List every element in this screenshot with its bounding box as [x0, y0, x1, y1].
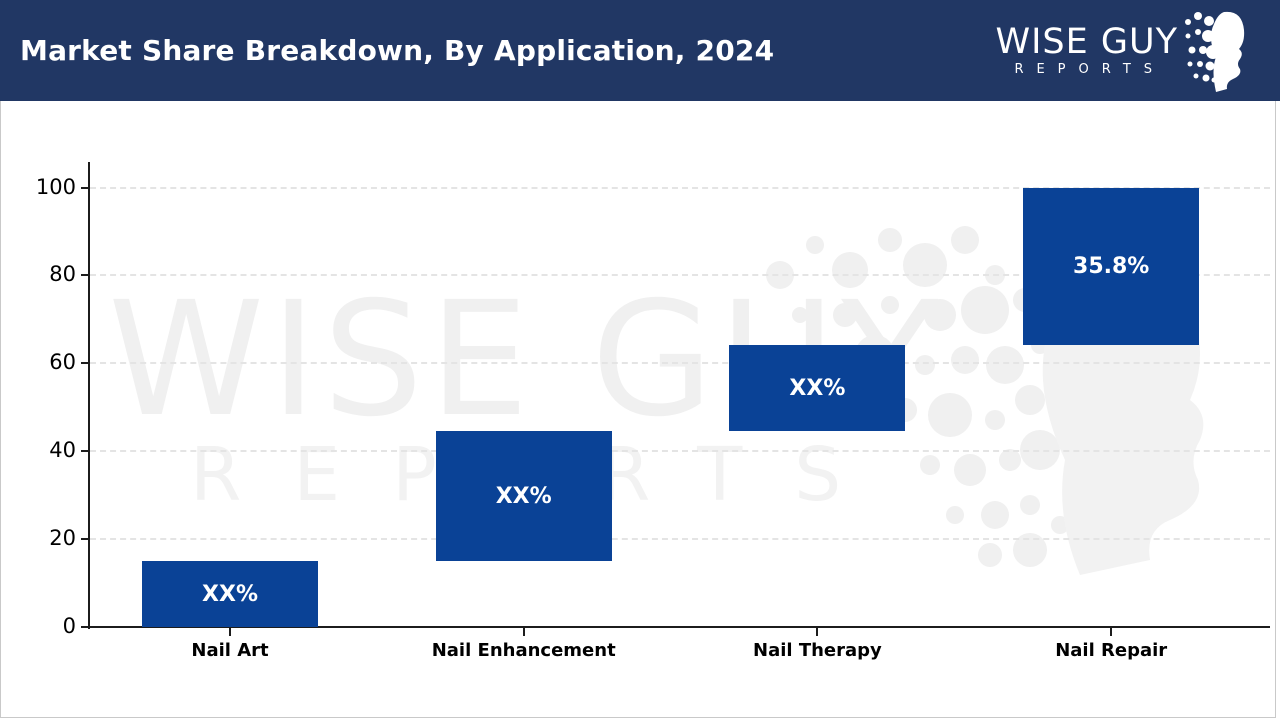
- x-tick-mark: [522, 628, 525, 636]
- y-tick-mark-100: [81, 186, 88, 189]
- bar-value-label: XX%: [789, 375, 846, 401]
- bar-nail-repair: 35.8%: [1023, 187, 1200, 345]
- bar-nail-art: XX%: [142, 561, 318, 627]
- bar-nail-enhancement: XX%: [435, 431, 612, 562]
- y-tick-mark-80: [81, 274, 88, 277]
- figure-border-left: [0, 101, 1, 718]
- category-label-nail-therapy: Nail Therapy: [753, 640, 882, 661]
- bar-value-label: 35.8%: [1073, 253, 1150, 279]
- gridline-20: [90, 538, 1270, 541]
- gridline-80: [90, 274, 1270, 277]
- x-tick-mark: [229, 628, 231, 636]
- y-tick-label-40: 40: [49, 438, 76, 463]
- wise-guy-reports-logo: WISE GUY REPORTS: [995, 8, 1254, 94]
- bar-nail-therapy: XX%: [729, 344, 906, 432]
- y-tick-label-20: 20: [49, 526, 76, 551]
- gridline-60: [90, 362, 1270, 365]
- y-axis-line: [88, 162, 90, 629]
- logo-wordmark: WISE GUY: [995, 21, 1178, 62]
- figure-border-right: [1275, 101, 1276, 718]
- category-label-nail-enhancement: Nail Enhancement: [431, 640, 616, 661]
- y-tick-label-0: 0: [62, 614, 76, 638]
- waterfall-chart: 0 20 40 60 80 100 XX% XX% XX% 35.8% Nail Art Nail…: [0, 101, 1276, 717]
- y-tick-mark-60: [81, 362, 88, 365]
- y-tick-mark-20: [81, 538, 88, 541]
- bar-value-label: XX%: [495, 483, 552, 509]
- category-label-nail-repair: Nail Repair: [1055, 640, 1168, 661]
- bar-value-label: XX%: [202, 581, 258, 607]
- category-label-nail-art: Nail Art: [191, 640, 269, 661]
- y-tick-label-80: 80: [49, 262, 76, 287]
- logo-face-icon: [1185, 11, 1245, 92]
- logo-subtitle: REPORTS: [1014, 62, 1166, 78]
- x-axis-line: [88, 626, 1270, 628]
- y-tick-mark-40: [81, 450, 88, 453]
- gridline-100: [90, 186, 1270, 189]
- y-tick-label-60: 60: [49, 350, 76, 375]
- x-tick-mark: [1110, 628, 1113, 636]
- header-banner: Market Share Breakdown, By Application, …: [0, 0, 1280, 101]
- chart-title: Market Share Breakdown, By Application, …: [20, 34, 775, 67]
- x-tick-mark: [816, 628, 819, 636]
- y-tick-mark-0: [81, 626, 88, 628]
- gridline-40: [90, 450, 1270, 453]
- logo-text: WISE GUY REPORTS: [995, 21, 1178, 78]
- figure-border-bottom: [0, 717, 1276, 718]
- y-tick-label-100: 100: [35, 174, 76, 199]
